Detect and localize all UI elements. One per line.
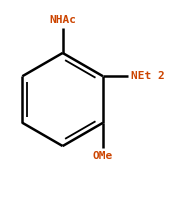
Text: NHAc: NHAc: [49, 15, 76, 25]
Text: OMe: OMe: [93, 150, 113, 161]
Text: NEt 2: NEt 2: [131, 71, 165, 81]
